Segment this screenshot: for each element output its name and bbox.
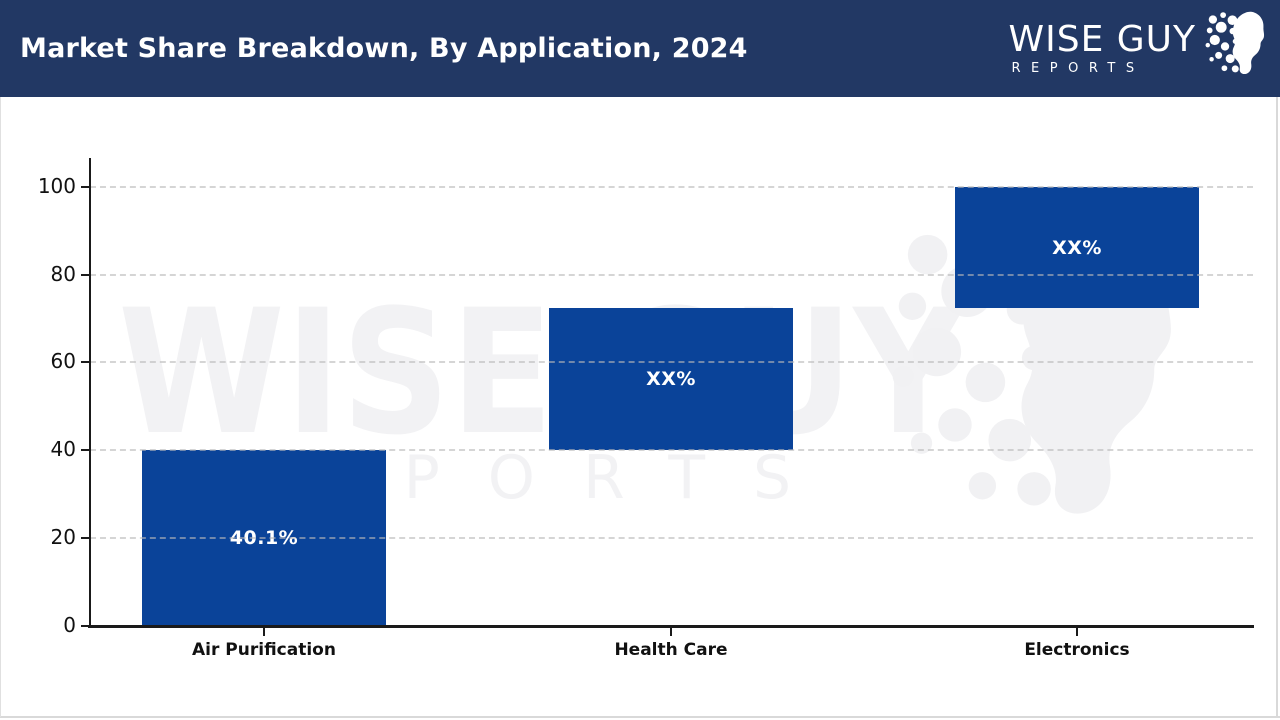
bar-value-label: XX%: [1052, 236, 1102, 259]
y-axis-line: [89, 158, 91, 626]
y-tick-40: [81, 449, 90, 451]
y-tick-label: 100: [37, 174, 76, 198]
x-label-air-purification: Air Purification: [192, 640, 336, 660]
y-tick-80: [81, 274, 90, 276]
y-tick-100: [81, 186, 90, 188]
x-tick-air-purification: [263, 628, 265, 636]
x-tick-health-care: [670, 628, 672, 636]
bar-electronics: XX%: [955, 187, 1199, 309]
y-tick-label: 0: [63, 613, 76, 637]
y-tick-label: 80: [50, 262, 76, 286]
gridline-40: [90, 449, 1253, 451]
logo-reports-text: REPORTS: [1011, 61, 1145, 76]
gridline-100: [90, 186, 1253, 188]
y-tick-label: 40: [50, 437, 76, 461]
bar-value-label: XX%: [646, 368, 696, 391]
logo-brand-text: WISE GUY: [1008, 19, 1196, 60]
watermark-brand-text: WISE GUY: [118, 272, 964, 473]
gridline-20: [90, 537, 1253, 539]
header-bar: Market Share Breakdown, By Application, …: [0, 0, 1280, 97]
x-label-health-care: Health Care: [614, 640, 728, 660]
bottom-border-line: [0, 716, 1280, 718]
x-tick-electronics: [1076, 628, 1078, 636]
x-label-electronics: Electronics: [1024, 640, 1130, 660]
y-tick-label: 20: [50, 525, 76, 549]
page-title: Market Share Breakdown, By Application, …: [20, 33, 748, 64]
y-tick-0: [81, 625, 90, 627]
wise-guy-reports-logo: WISE GUY REPORTS: [1009, 9, 1267, 89]
y-tick-60: [81, 361, 90, 363]
gridline-60: [90, 361, 1253, 363]
y-tick-20: [81, 537, 90, 539]
left-border-line: [0, 97, 1, 717]
x-axis-line: [88, 625, 1254, 628]
y-tick-label: 60: [50, 349, 76, 373]
right-border-line: [1276, 97, 1278, 717]
bar-health-care: XX%: [549, 308, 793, 450]
gridline-80: [90, 274, 1253, 276]
logo-face-icon: [1205, 11, 1265, 74]
